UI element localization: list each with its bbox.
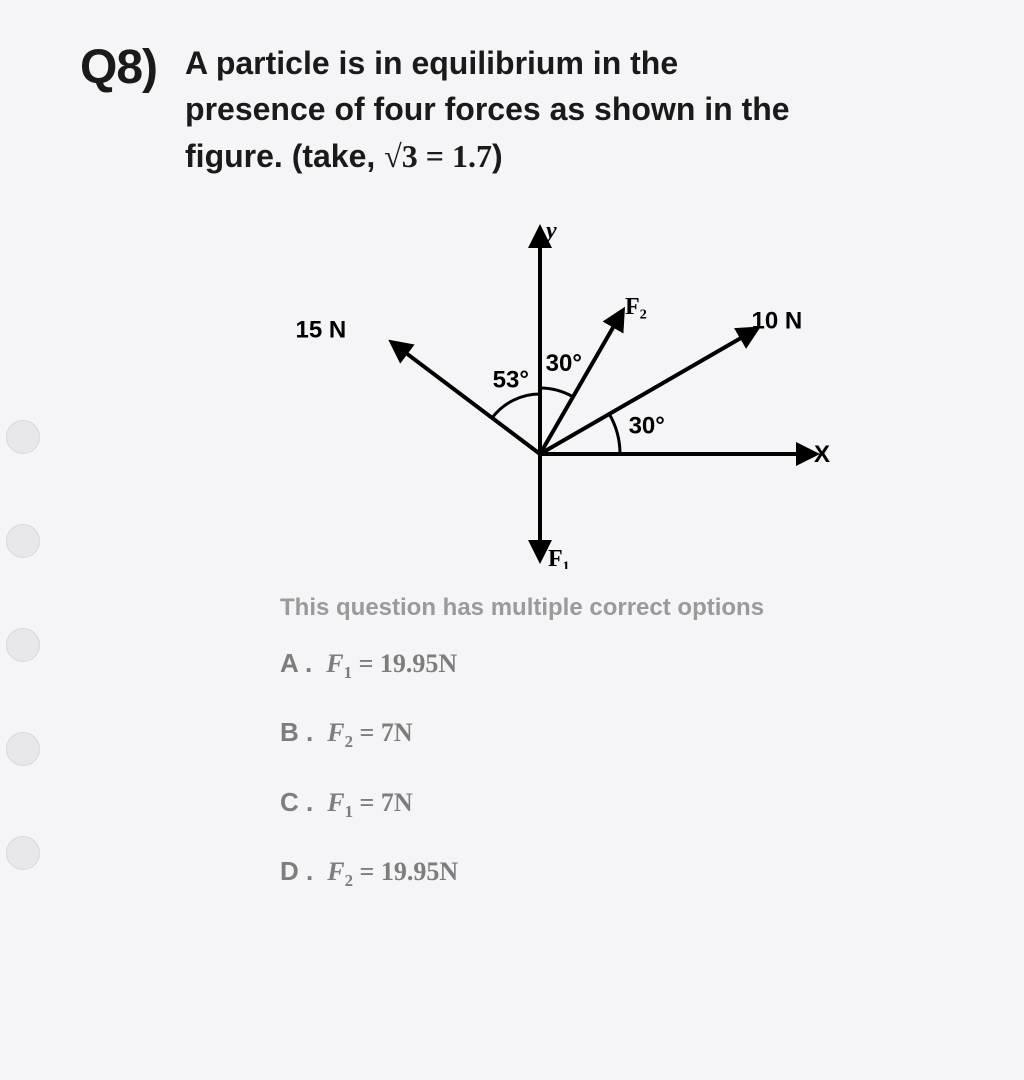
- option-expression: F2 = 19.95N: [327, 857, 458, 891]
- force-diagram: Xy 15 N F₂ 10 N F₁ 53° 30° 30°: [280, 209, 984, 574]
- option-letter: A .: [280, 648, 312, 679]
- option-letter: C .: [280, 787, 313, 818]
- answer-option[interactable]: D . F2 = 19.95N: [280, 856, 984, 891]
- answer-options: A . F1 = 19.95N B . F2 = 7N C . F1 = 7N D . F2 …: [280, 648, 984, 891]
- side-icon: [6, 836, 40, 870]
- x-axis-label: X: [814, 441, 830, 468]
- answer-option[interactable]: B . F2 = 7N: [280, 717, 984, 752]
- answer-option[interactable]: C . F1 = 7N: [280, 787, 984, 822]
- arc-53: [492, 394, 540, 418]
- answer-option[interactable]: A . F1 = 19.95N: [280, 648, 984, 683]
- side-icon: [6, 732, 40, 766]
- option-letter: D .: [280, 856, 313, 887]
- option-expression: F2 = 7N: [327, 718, 412, 752]
- side-icon: [6, 524, 40, 558]
- force-15N-label: 15 N: [296, 317, 347, 344]
- arc-30b: [609, 414, 620, 454]
- option-letter: B .: [280, 717, 313, 748]
- stem-line: A particle is in equilibrium in the: [185, 45, 678, 81]
- question-page: Q8) A particle is in equilibrium in the …: [0, 0, 1024, 965]
- question-stem: A particle is in equilibrium in the pres…: [185, 40, 790, 179]
- arc-30b-label: 30°: [629, 413, 665, 440]
- side-icon: [6, 420, 40, 454]
- arc-30a-label: 30°: [546, 350, 582, 377]
- side-icon: [6, 628, 40, 662]
- question-header: Q8) A particle is in equilibrium in the …: [80, 40, 984, 179]
- stem-line: figure. (take,: [185, 138, 384, 174]
- force-F2-label: F₂: [625, 294, 647, 320]
- y-axis-label: y: [543, 218, 557, 244]
- option-expression: F1 = 19.95N: [326, 649, 457, 683]
- stem-line: presence of four forces as shown in the: [185, 91, 790, 127]
- force-10N-label: 10 N: [752, 308, 803, 335]
- option-expression: F1 = 7N: [327, 788, 412, 822]
- stem-line: ): [492, 138, 503, 174]
- diagram-svg: Xy 15 N F₂ 10 N F₁ 53° 30° 30°: [280, 209, 840, 569]
- stem-sqrt: √3 = 1.7: [384, 138, 492, 174]
- arc-53-label: 53°: [493, 367, 529, 394]
- side-icon-column: [6, 420, 40, 870]
- force-F1-label: F₁: [548, 546, 570, 569]
- question-number: Q8): [80, 40, 157, 95]
- arc-30a: [540, 388, 573, 397]
- multiple-correct-note: This question has multiple correct optio…: [280, 594, 984, 622]
